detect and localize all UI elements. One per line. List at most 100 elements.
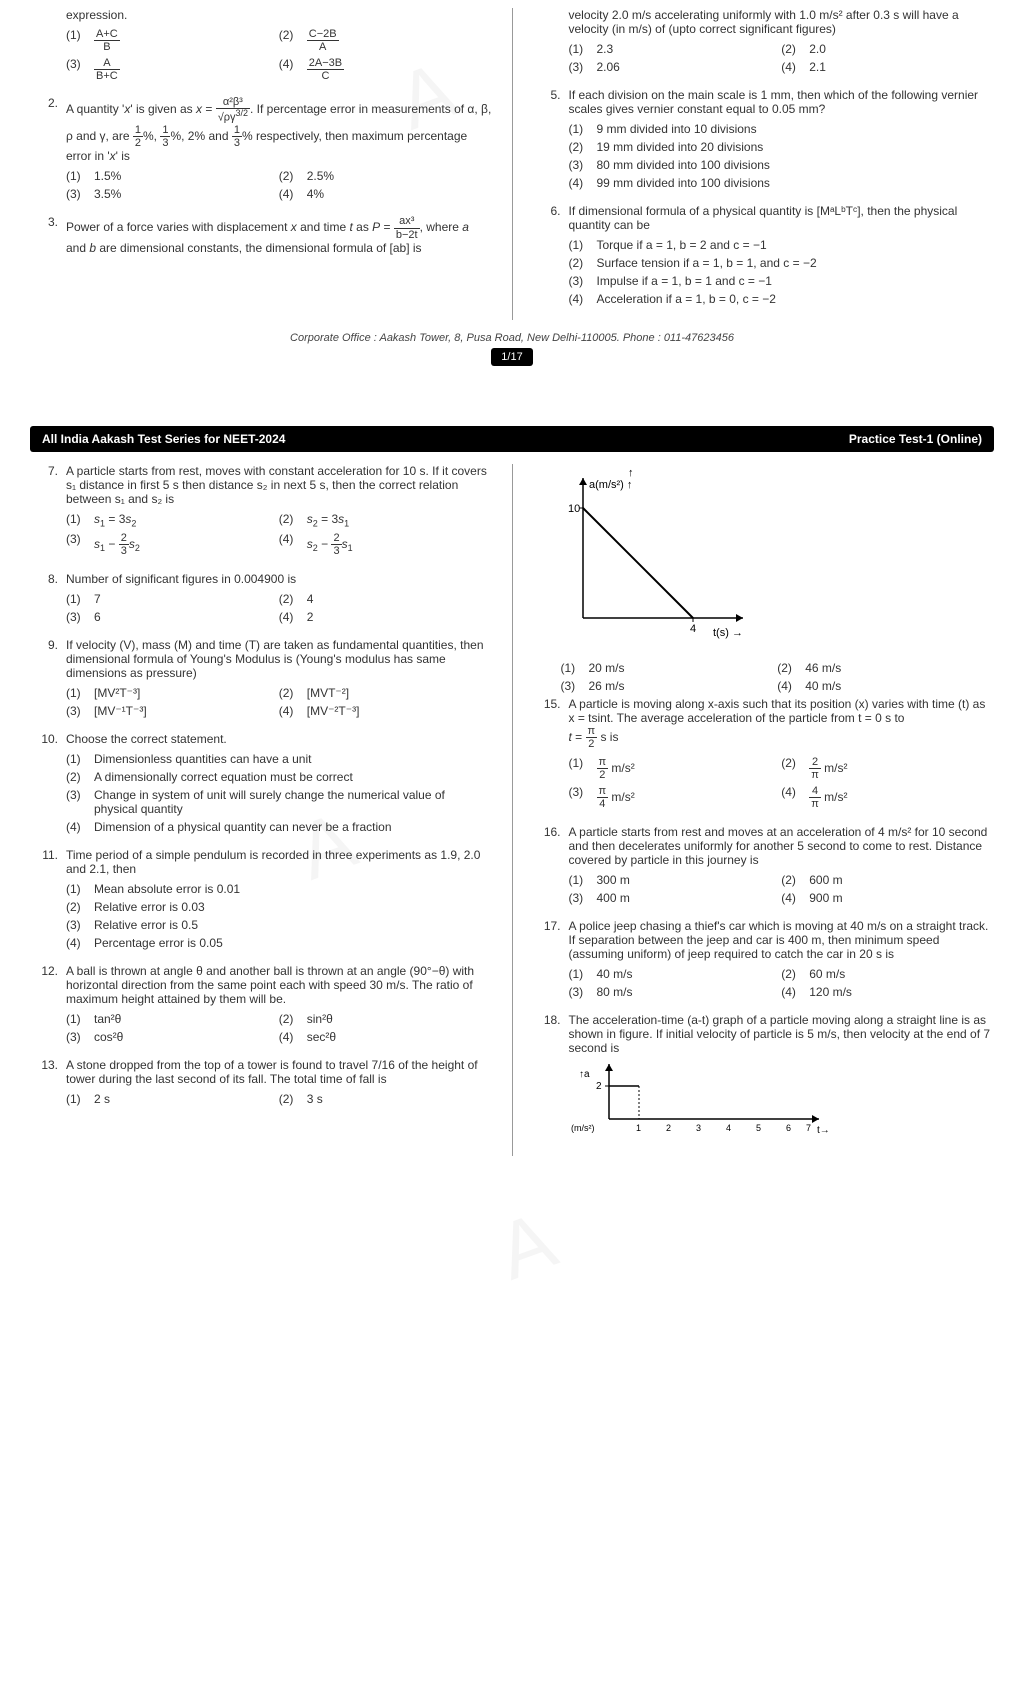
opt-num: (2) — [777, 661, 805, 675]
opt-num: (1) — [66, 1092, 94, 1106]
opt-num: (2) — [279, 28, 307, 53]
q-text: A quantity 'x' is given as x = α²β³√ργ3/… — [66, 96, 492, 163]
opt: A dimensionally correct equation must be… — [94, 770, 353, 784]
ylabel: ↑a — [579, 1069, 590, 1080]
q-num: 2. — [30, 96, 66, 205]
q-text: A particle starts from rest and moves at… — [569, 825, 995, 867]
opt: 20 m/s — [589, 661, 625, 675]
opt-num: (3) — [561, 679, 589, 693]
q-num: 17. — [533, 919, 569, 1003]
opt: 1.5% — [94, 169, 121, 183]
opt-num: (1) — [66, 882, 94, 896]
opt-num: (2) — [279, 686, 307, 700]
opt-num: (4) — [66, 936, 94, 950]
opt-num: (2) — [279, 1092, 307, 1106]
opt: AB+C — [94, 57, 120, 82]
opt-num: (4) — [279, 1030, 307, 1044]
opt-num: (4) — [777, 679, 805, 693]
q-num: 13. — [30, 1058, 66, 1110]
opt: Mean absolute error is 0.01 — [94, 882, 240, 896]
q-num: 7. — [30, 464, 66, 562]
opt: Torque if a = 1, b = 2 and c = −1 — [597, 238, 767, 252]
opt: 120 m/s — [809, 985, 852, 999]
opt: 600 m — [809, 873, 842, 887]
opt: [MV⁻²T⁻³] — [307, 704, 360, 718]
svg-text:6: 6 — [786, 1123, 791, 1133]
opt-num: (1) — [569, 42, 597, 56]
xlabel: t(s) → — [713, 627, 743, 639]
q-text: If velocity (V), mass (M) and time (T) a… — [66, 638, 492, 680]
opt-num: (1) — [569, 967, 597, 981]
opt-num: (4) — [279, 610, 307, 624]
opt-num: (2) — [279, 512, 307, 528]
q-text: Power of a force varies with displacemen… — [66, 215, 492, 254]
opt-num: (4) — [279, 57, 307, 82]
opt: 4 — [307, 592, 314, 606]
opt-num: (4) — [279, 704, 307, 718]
opt: s1 − 23s2 — [94, 532, 140, 557]
opt-num: (3) — [66, 57, 94, 82]
q-num: 5. — [533, 88, 569, 194]
opt-num: (2) — [781, 42, 809, 56]
opt: s2 = 3s1 — [307, 512, 349, 528]
xtick: 4 — [690, 623, 696, 635]
opt-num: (2) — [66, 770, 94, 784]
opt-num: (4) — [66, 820, 94, 834]
opt: 2.0 — [809, 42, 826, 56]
footer-addr: Corporate Office : Aakash Tower, 8, Pusa… — [30, 332, 994, 344]
opt-num: (4) — [279, 187, 307, 201]
opt-num: (3) — [66, 532, 94, 557]
opt: C−2BA — [307, 28, 339, 53]
opt-num: (2) — [781, 967, 809, 981]
opt-num: (4) — [781, 891, 809, 905]
col-divider — [512, 8, 513, 320]
opt: 4% — [307, 187, 324, 201]
opt: 2.3 — [597, 42, 614, 56]
ytick: 2 — [596, 1081, 602, 1092]
q-num: 10. — [30, 732, 66, 838]
accel-time-graph: 10 4 ↑ a(m/s²) ↑ t(s) → — [533, 468, 753, 648]
opt: cos²θ — [94, 1030, 123, 1044]
opt: 2 s — [94, 1092, 110, 1106]
ylabel: a(m/s²) ↑ — [589, 479, 632, 491]
svg-text:4: 4 — [726, 1123, 731, 1133]
q-text: Choose the correct statement. — [66, 732, 492, 746]
opt-num: (1) — [66, 592, 94, 606]
opt-num: (3) — [569, 60, 597, 74]
opt-num: (1) — [66, 512, 94, 528]
svg-text:↑: ↑ — [628, 468, 634, 479]
q-num: 11. — [30, 848, 66, 954]
svg-text:2: 2 — [666, 1123, 671, 1133]
banner-left: All India Aakash Test Series for NEET-20… — [42, 432, 285, 446]
svg-text:7: 7 — [806, 1123, 811, 1133]
opt: sec²θ — [307, 1030, 336, 1044]
opt: 80 m/s — [597, 985, 633, 999]
q-text: A particle is moving along x-axis such t… — [569, 697, 995, 750]
opt-num: (4) — [569, 292, 597, 306]
opt: 9 mm divided into 10 divisions — [597, 122, 757, 136]
opt-num: (2) — [279, 169, 307, 183]
opt-num: (4) — [781, 60, 809, 74]
opt-num: (3) — [569, 158, 597, 172]
watermark: A — [486, 1194, 568, 1299]
opt-num: (3) — [569, 891, 597, 905]
q-text: If each division on the main scale is 1 … — [569, 88, 995, 116]
opt-num: (3) — [569, 785, 597, 810]
opt-num: (1) — [66, 1012, 94, 1026]
q-num — [30, 8, 66, 86]
q-num: 18. — [533, 1013, 569, 1146]
opt: 99 mm divided into 100 divisions — [597, 176, 770, 190]
svg-text:5: 5 — [756, 1123, 761, 1133]
opt-num: (2) — [569, 256, 597, 270]
opt-num: (1) — [66, 28, 94, 53]
q-text: Number of significant figures in 0.00490… — [66, 572, 492, 586]
opt: [MV⁻¹T⁻³] — [94, 704, 147, 718]
opt: 19 mm divided into 20 divisions — [597, 140, 764, 154]
opt-num: (1) — [569, 122, 597, 136]
q-num: 12. — [30, 964, 66, 1048]
opt-num: (3) — [66, 610, 94, 624]
opt-num: (1) — [569, 873, 597, 887]
opt: 40 m/s — [805, 679, 841, 693]
opt-num: (2) — [569, 140, 597, 154]
opt-num: (2) — [279, 1012, 307, 1026]
